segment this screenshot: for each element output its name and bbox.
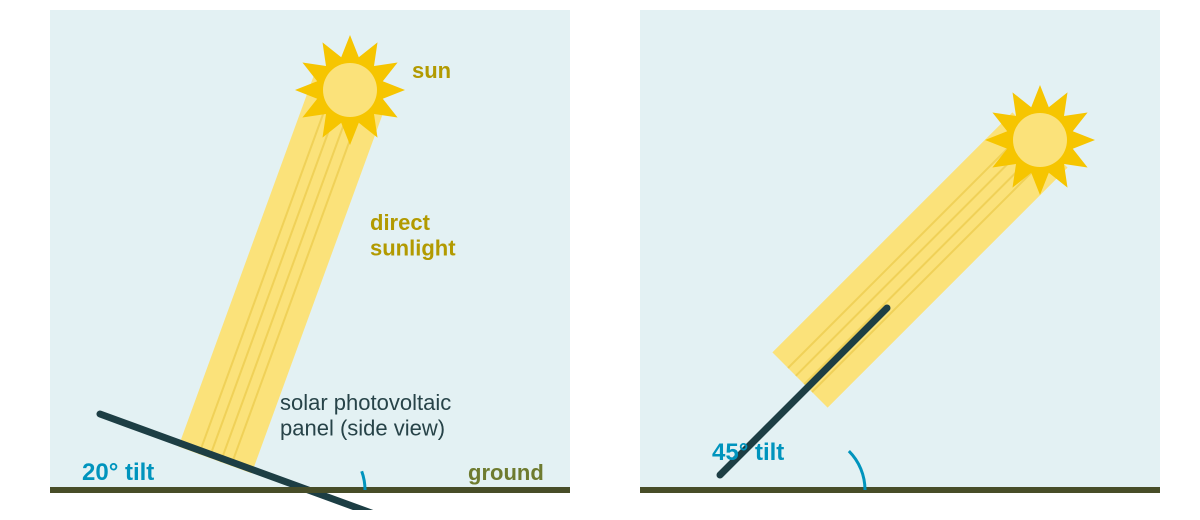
- tilt-45-label: 45° tilt: [712, 439, 784, 466]
- right-panel: 45° tilt: [640, 10, 1160, 510]
- ground-label: ground: [468, 460, 544, 485]
- sun-core: [323, 63, 377, 117]
- tilt-20-label: 20° tilt: [82, 459, 154, 486]
- left-panel: sundirectsunlightsolar photovoltaicpanel…: [50, 10, 570, 510]
- panel-label: solar photovoltaicpanel (side view): [280, 390, 451, 440]
- sun-label: sun: [412, 58, 451, 83]
- solar-panel-tilt-diagram: sundirectsunlightsolar photovoltaicpanel…: [0, 0, 1200, 520]
- sun-core: [1013, 113, 1067, 167]
